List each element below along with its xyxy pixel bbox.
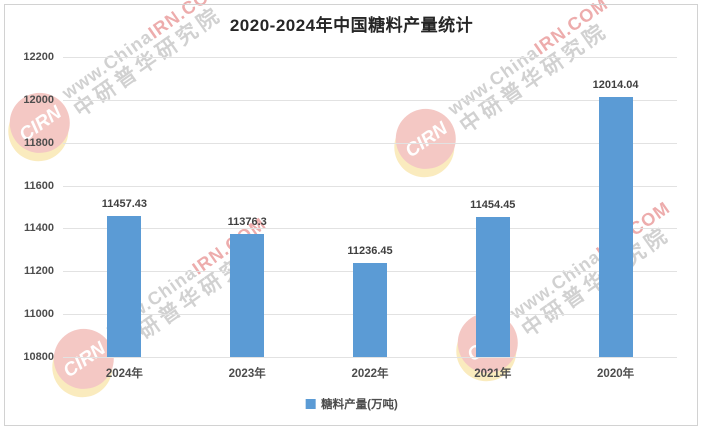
legend: 糖料产量(万吨) [305, 396, 398, 412]
gridline [63, 228, 677, 230]
x-tick-label: 2023年 [228, 368, 266, 380]
bar-2020年 [598, 96, 633, 357]
bar-2023年 [230, 233, 265, 357]
bar-2024年 [107, 216, 142, 357]
bar-value-label: 11457.43 [101, 198, 148, 211]
y-axis: 12200 12000 11800 11600 11400 11200 11000 10800 [10, 51, 58, 363]
bar-value-label: 11236.45 [347, 245, 393, 258]
y-tick-label: 12000 [23, 93, 54, 106]
bar-value-label: 11376.3 [227, 215, 267, 228]
legend-marker-swatch [305, 399, 316, 409]
y-tick-label: 11200 [24, 265, 54, 278]
gridline [63, 142, 677, 144]
gridline [63, 99, 677, 101]
bar-2022年 [353, 263, 387, 357]
y-tick-label: 11800 [24, 136, 54, 149]
x-tick-label: 2024年 [105, 368, 143, 380]
bar-value-label: 11454.45 [470, 198, 516, 211]
y-tick-label: 11000 [24, 308, 54, 321]
plot-area: 11457.43 11376.3 11236.45 11454.45 12014.04 [63, 57, 677, 358]
y-tick-label: 10800 [23, 351, 54, 363]
bar-value-label: 12014.04 [592, 78, 639, 91]
gridline [63, 185, 677, 187]
bar-2021年 [475, 216, 510, 357]
x-tick-label: 2020年 [597, 368, 635, 380]
gridline [63, 357, 677, 358]
chart-title: 2020-2024年中国糖料产量统计 [229, 16, 474, 35]
y-tick-label: 11600 [24, 179, 54, 192]
x-tick-label: 2022年 [351, 368, 389, 380]
x-tick-label: 2021年 [474, 368, 512, 380]
gridline [63, 57, 677, 58]
y-tick-label: 12200 [23, 51, 54, 63]
legend-series-label: 糖料产量(万吨) [321, 399, 398, 411]
x-axis: 2024年 2023年 2022年 2021年 2020年 [63, 363, 677, 383]
y-tick-label: 11400 [24, 222, 54, 235]
